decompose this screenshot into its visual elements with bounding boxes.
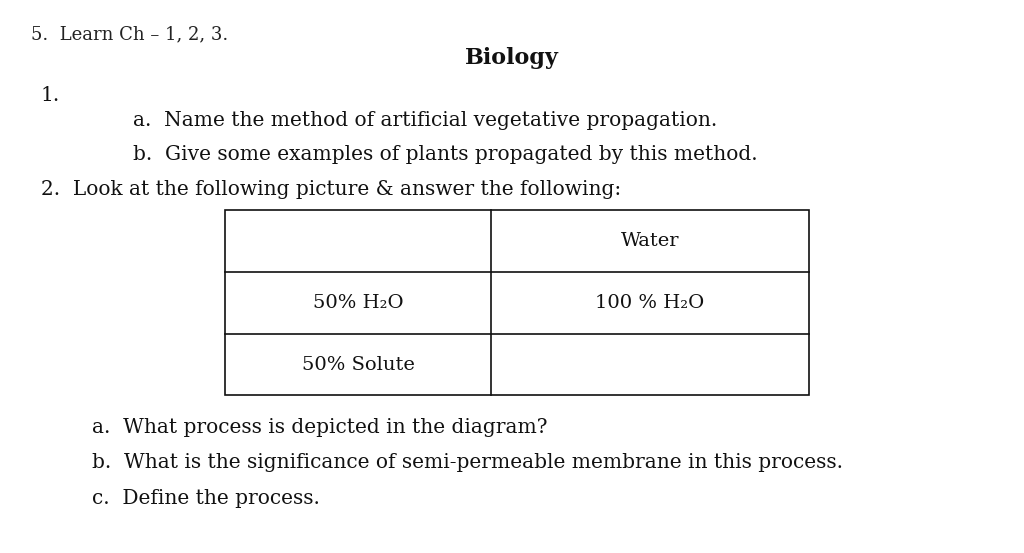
- Text: 2.  Look at the following picture & answer the following:: 2. Look at the following picture & answe…: [41, 180, 622, 199]
- Text: Biology: Biology: [465, 47, 559, 69]
- Text: 1.: 1.: [41, 86, 60, 105]
- Text: 100 % H₂O: 100 % H₂O: [595, 294, 705, 312]
- Text: 50% H₂O: 50% H₂O: [312, 294, 403, 312]
- Text: Water: Water: [621, 232, 679, 250]
- Text: b.  Give some examples of plants propagated by this method.: b. Give some examples of plants propagat…: [133, 145, 758, 164]
- Text: 5.  Learn Ch – 1, 2, 3.: 5. Learn Ch – 1, 2, 3.: [31, 25, 228, 43]
- Bar: [225, 210, 809, 395]
- Text: a.  Name the method of artificial vegetative propagation.: a. Name the method of artificial vegetat…: [133, 111, 718, 129]
- Text: a.  What process is depicted in the diagram?: a. What process is depicted in the diagr…: [92, 418, 548, 436]
- Text: c.  Define the process.: c. Define the process.: [92, 489, 321, 508]
- Text: 50% Solute: 50% Solute: [302, 356, 415, 373]
- Text: b.  What is the significance of semi-permeable membrane in this process.: b. What is the significance of semi-perm…: [92, 453, 843, 472]
